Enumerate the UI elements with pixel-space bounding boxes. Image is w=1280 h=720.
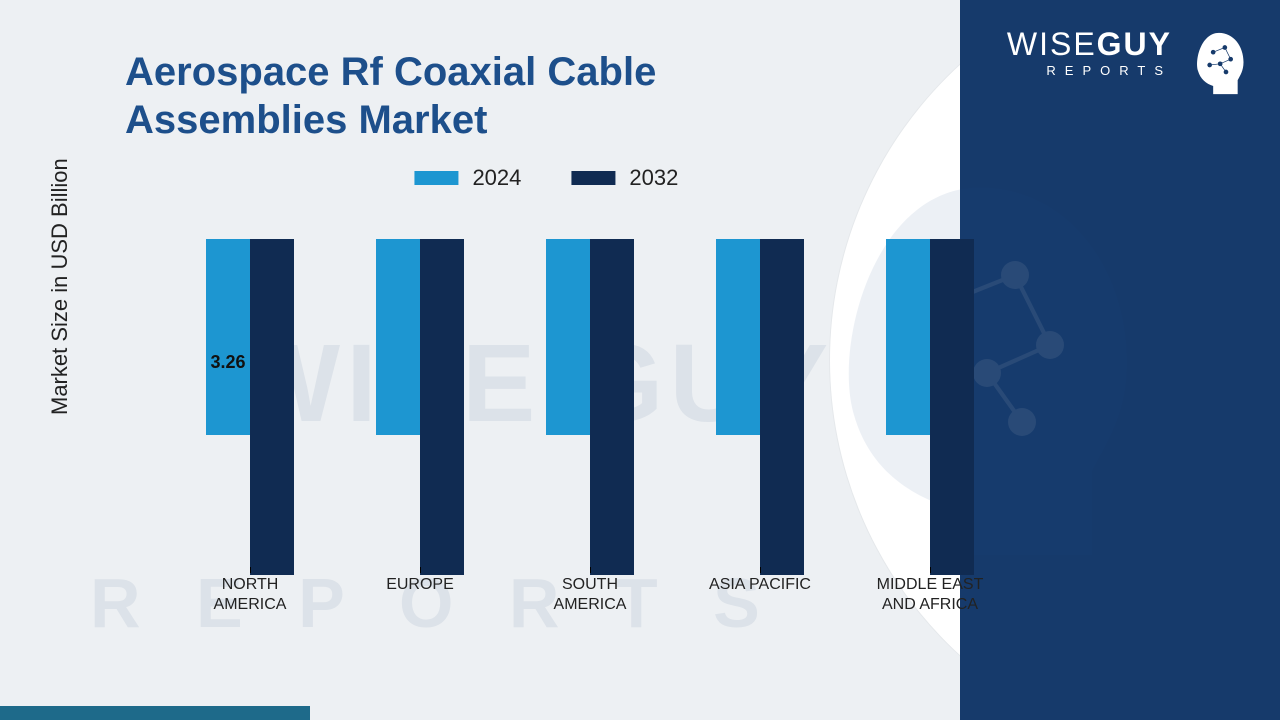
chart-area: Market Size in USD Billion 2024 2032 3.2… (70, 165, 970, 665)
bar-2032 (250, 239, 294, 575)
brand-line1: WISEGUY (1007, 28, 1172, 60)
brand-head-icon (1188, 30, 1250, 100)
chart-title: Aerospace Rf Coaxial Cable Assemblies Ma… (125, 48, 765, 144)
bar-2024 (376, 239, 420, 435)
brand-line2: REPORTS (1007, 64, 1172, 77)
y-axis-label: Market Size in USD Billion (47, 158, 73, 415)
x-tick-label: NORTH AMERICA (185, 575, 315, 615)
x-tick-label: MIDDLE EAST AND AFRICA (865, 575, 995, 615)
legend-label-2032: 2032 (629, 165, 678, 191)
right-brand-panel (960, 0, 1280, 720)
bottom-accent-bar (0, 706, 310, 720)
brand-logo: WISEGUY REPORTS (1007, 28, 1172, 77)
brand-word-wise: WISE (1007, 26, 1097, 62)
bar-2024 (886, 239, 930, 435)
bar-group (700, 239, 820, 575)
brand-word-guy: GUY (1097, 26, 1172, 62)
legend: 2024 2032 (414, 165, 678, 191)
x-axis: NORTH AMERICA EUROPE SOUTH AMERICA ASIA PAC… (140, 575, 970, 665)
x-tick-label: EUROPE (355, 575, 485, 595)
bar-value-label: 3.26 (210, 352, 245, 379)
legend-item-2024: 2024 (414, 165, 521, 191)
stage: WISE GUY R E P O R T S Aerospace Rf Coax… (0, 0, 1280, 720)
x-tick-label: SOUTH AMERICA (525, 575, 655, 615)
bar-2024 (206, 239, 250, 435)
bar-group (530, 239, 650, 575)
legend-item-2032: 2032 (571, 165, 678, 191)
legend-swatch-2024 (414, 171, 458, 185)
bar-group (870, 239, 990, 575)
bar-group (360, 239, 480, 575)
legend-swatch-2032 (571, 171, 615, 185)
bar-2024 (716, 239, 760, 435)
x-tick-label: ASIA PACIFIC (695, 575, 825, 595)
bar-2032 (590, 239, 634, 575)
bar-2032 (420, 239, 464, 575)
legend-label-2024: 2024 (472, 165, 521, 191)
bar-group (190, 239, 310, 575)
bar-2032 (760, 239, 804, 575)
bar-2024 (546, 239, 590, 435)
bar-2032 (930, 239, 974, 575)
plot-region: 3.26 (140, 215, 970, 575)
